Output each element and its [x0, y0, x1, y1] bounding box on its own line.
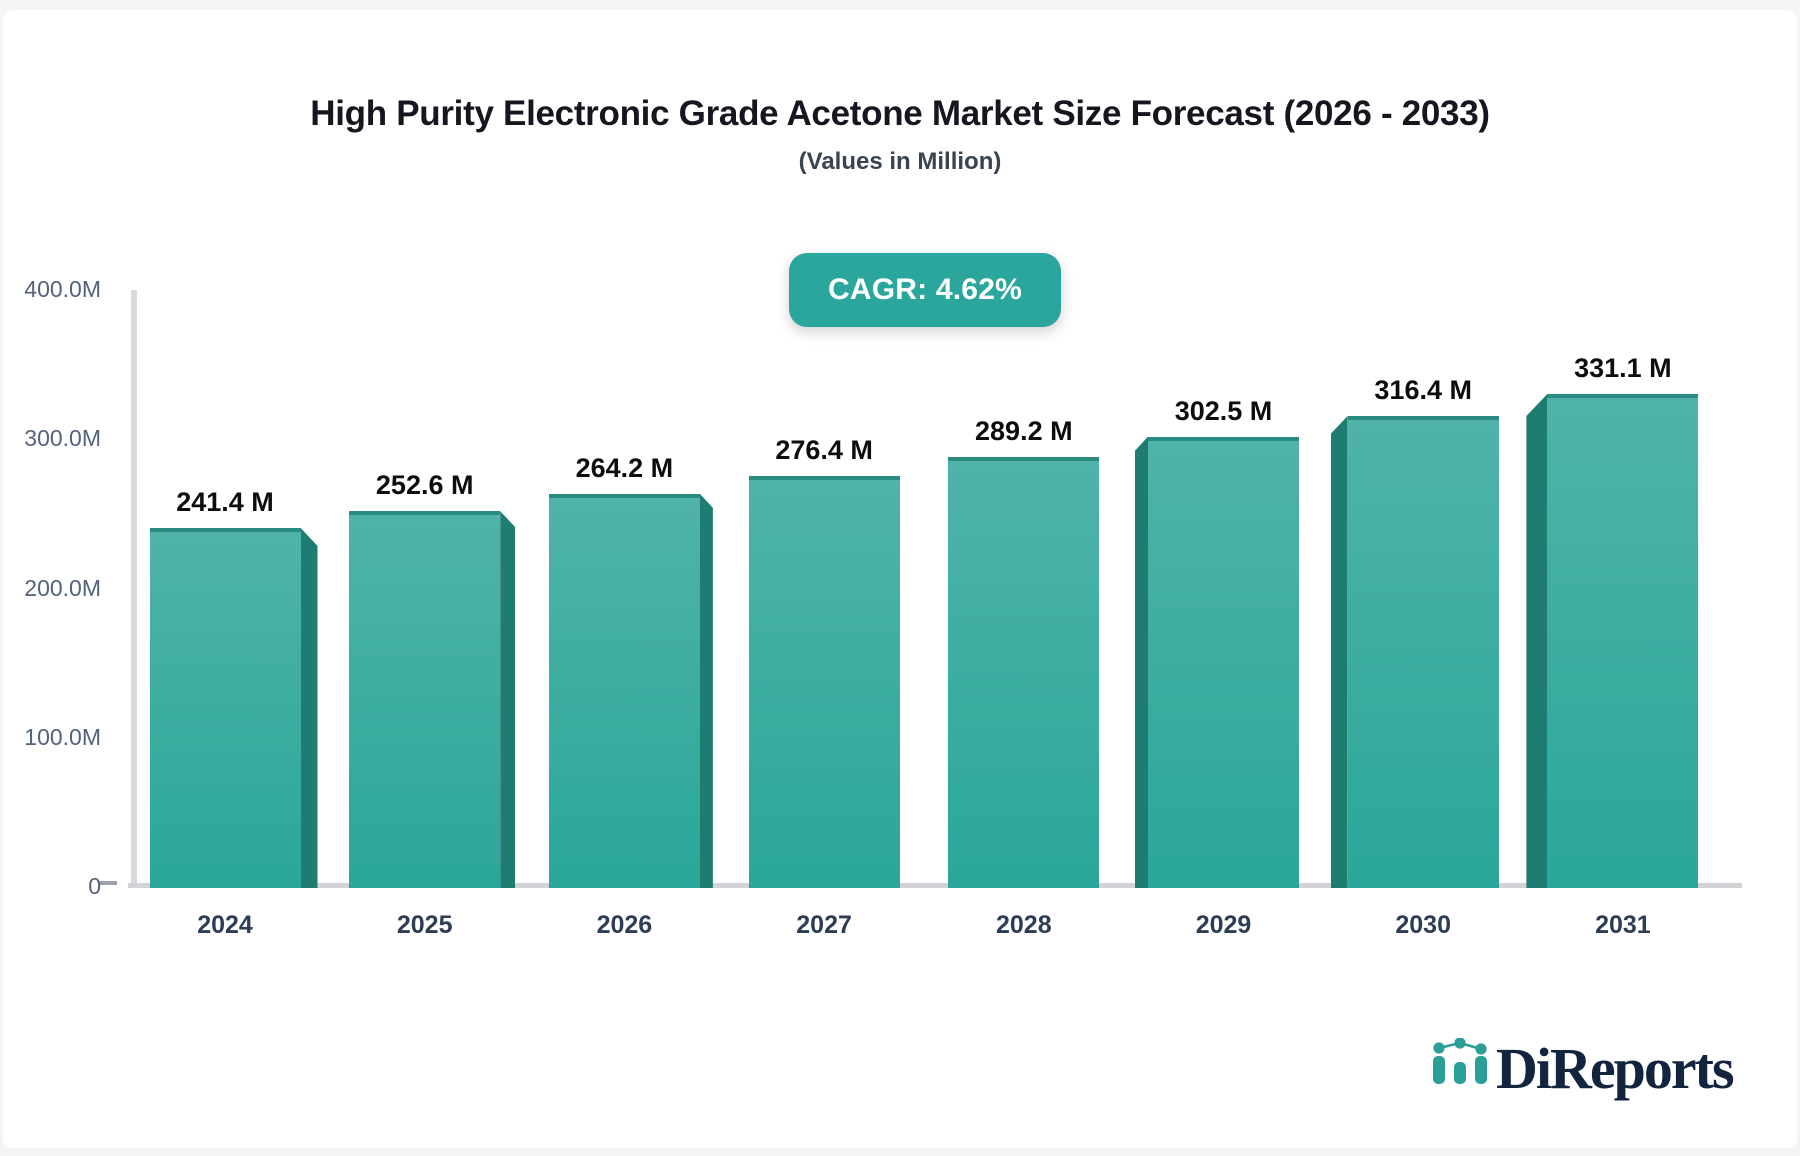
bar — [1547, 393, 1699, 888]
y-axis-tick-label: 0 — [88, 873, 101, 899]
bar — [1347, 415, 1499, 888]
bar-value-label: 276.4 M — [775, 434, 873, 465]
y-axis-tick-label: 100.0M — [24, 723, 101, 750]
bar-value-label: 252.6 M — [375, 470, 474, 501]
x-axis-line — [128, 883, 1742, 888]
bar-3d-side — [1330, 415, 1348, 888]
cagr-badge: CAGR: 4.62% — [789, 253, 1061, 327]
page-subtitle: (Values in Million) — [798, 148, 1002, 175]
bar-top-edge — [149, 527, 301, 532]
x-axis-label: 2028 — [995, 911, 1052, 939]
bar — [748, 475, 900, 888]
bar-top-edge — [548, 493, 700, 498]
x-axis-label: 2031 — [1595, 911, 1651, 939]
bar-top-edge — [1547, 393, 1699, 398]
page-title: High Purity Electronic Grade Acetone Mar… — [310, 94, 1490, 133]
bar-3d-side — [500, 511, 516, 888]
bar-value-label: 302.5 M — [1174, 395, 1273, 426]
bar-value-label: 316.4 M — [1374, 374, 1472, 405]
x-axis-label: 2025 — [396, 911, 453, 939]
bar-value-label: 331.1 M — [1574, 352, 1672, 383]
y-axis-tick-label: 300.0M — [24, 425, 101, 452]
bar-top-edge — [1347, 415, 1499, 420]
zero-tick-mark — [98, 881, 117, 885]
bar-top-edge — [1148, 436, 1299, 441]
bar-top-edge — [349, 511, 501, 516]
bar-top-edge — [748, 475, 900, 480]
bar — [349, 511, 501, 888]
bar — [548, 493, 700, 888]
bar-value-label: 289.2 M — [975, 415, 1073, 446]
x-axis-label: 2026 — [596, 911, 653, 939]
y-axis-line — [131, 290, 137, 888]
x-axis-label: 2029 — [1195, 911, 1252, 939]
bar-3d-side — [699, 493, 713, 888]
bar-3d-side — [300, 527, 318, 888]
x-axis-label: 2030 — [1395, 911, 1451, 939]
bar — [1148, 436, 1299, 888]
x-axis-label: 2024 — [197, 911, 253, 939]
bar-3d-side — [1135, 436, 1148, 888]
x-axis-label: 2027 — [796, 911, 852, 939]
bar-value-label: 241.4 M — [176, 486, 274, 517]
y-axis-tick-label: 400.0M — [24, 276, 101, 303]
bar-chart-trend-icon — [1433, 1038, 1487, 1084]
bar-top-edge — [948, 456, 1100, 461]
cagr-badge-label: CAGR: 4.62% — [828, 273, 1022, 306]
bar — [948, 456, 1100, 888]
bar-value-label: 264.2 M — [575, 452, 674, 483]
bar-3d-side — [1526, 393, 1548, 888]
logo-text: DiReports — [1496, 1036, 1735, 1101]
y-axis-tick-label: 200.0M — [24, 574, 101, 601]
bar — [149, 527, 301, 888]
